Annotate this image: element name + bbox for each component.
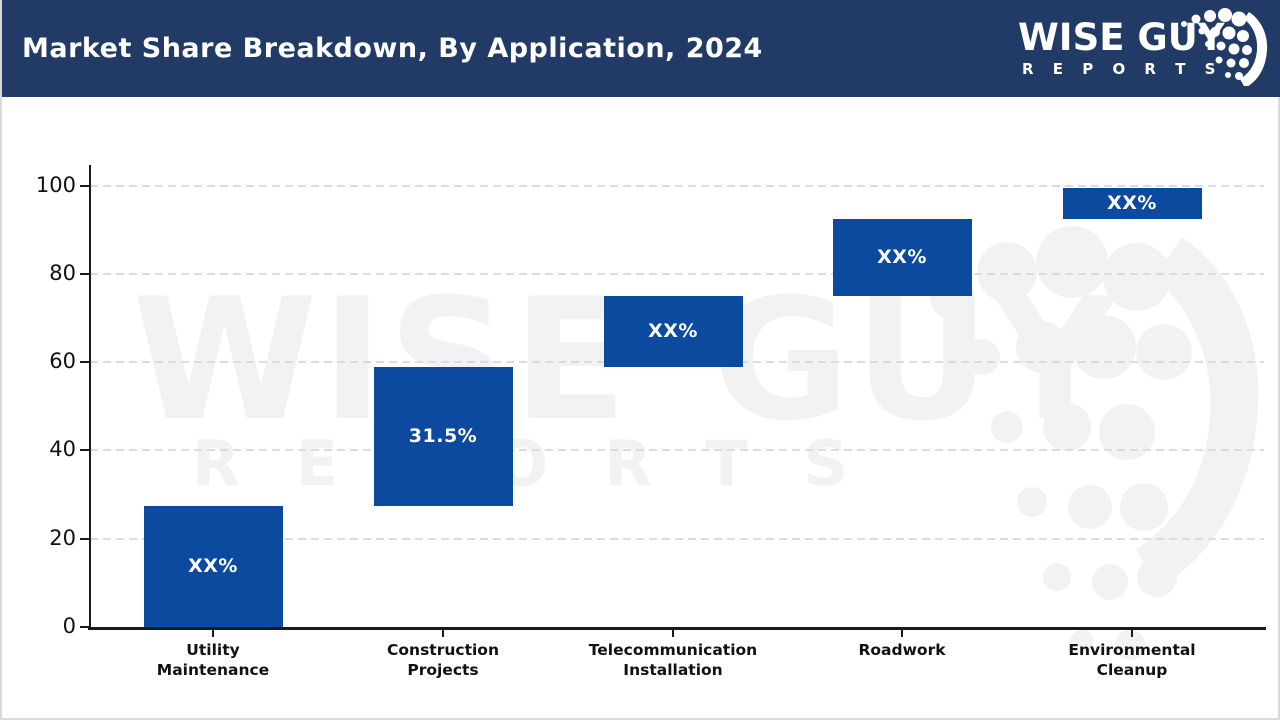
bar-value-label: XX%: [1107, 192, 1157, 215]
x-tick-mark: [672, 629, 674, 637]
category-label: Construction Projects: [387, 641, 499, 679]
bar-utility-maintenance: XX%: [143, 505, 283, 627]
y-tick-mark: [80, 361, 89, 364]
category-label: Telecommunication Installation: [588, 641, 758, 679]
category-label: Utility Maintenance: [156, 641, 270, 679]
y-tick-mark: [80, 184, 89, 187]
y-tick-label: 20: [49, 525, 76, 550]
gridline: [90, 537, 1264, 540]
bar-value-label: XX%: [877, 246, 927, 269]
x-tick-mark: [1131, 629, 1133, 637]
gridline: [90, 272, 1264, 275]
wise-guy-reports-logo: WISE GUY R E P O R T S: [1016, 7, 1268, 90]
x-tick-mark: [212, 629, 214, 637]
bar-construction-projects: 31.5%: [373, 366, 513, 506]
logo-wordmark-line1: WISE GUY: [1018, 16, 1226, 59]
bar-value-label: XX%: [648, 320, 698, 343]
y-tick-mark: [80, 537, 89, 540]
y-tick-mark: [80, 449, 89, 452]
y-tick-mark: [80, 272, 89, 275]
bar-roadwork: XX%: [832, 218, 972, 296]
gridline: [90, 449, 1264, 452]
x-tick-mark: [442, 629, 444, 637]
logo-wordmark-line2: R E P O R T S: [1022, 60, 1222, 78]
bar-environmental-cleanup: XX%: [1062, 187, 1202, 219]
y-tick-label: 60: [49, 349, 76, 374]
bar-telecommunication-installation: XX%: [603, 295, 743, 367]
y-axis-line: [89, 165, 91, 629]
category-label: Environmental Cleanup: [1068, 641, 1196, 679]
category-label: Roadwork: [858, 641, 946, 659]
bar-value-label: 31.5%: [408, 425, 478, 448]
gridline: [90, 184, 1264, 187]
logo-dotted-head-icon: [1181, 7, 1268, 88]
x-axis-line: [88, 627, 1266, 630]
page-title: Market Share Breakdown, By Application, …: [22, 33, 763, 64]
y-tick-label: 100: [35, 172, 76, 197]
y-tick-label: 0: [62, 614, 76, 638]
header-bar: Market Share Breakdown, By Application, …: [2, 0, 1280, 97]
bar-value-label: XX%: [188, 555, 238, 578]
y-tick-mark: [80, 626, 89, 628]
x-tick-mark: [901, 629, 903, 637]
y-tick-label: 40: [49, 437, 76, 462]
y-tick-label: 80: [49, 260, 76, 285]
